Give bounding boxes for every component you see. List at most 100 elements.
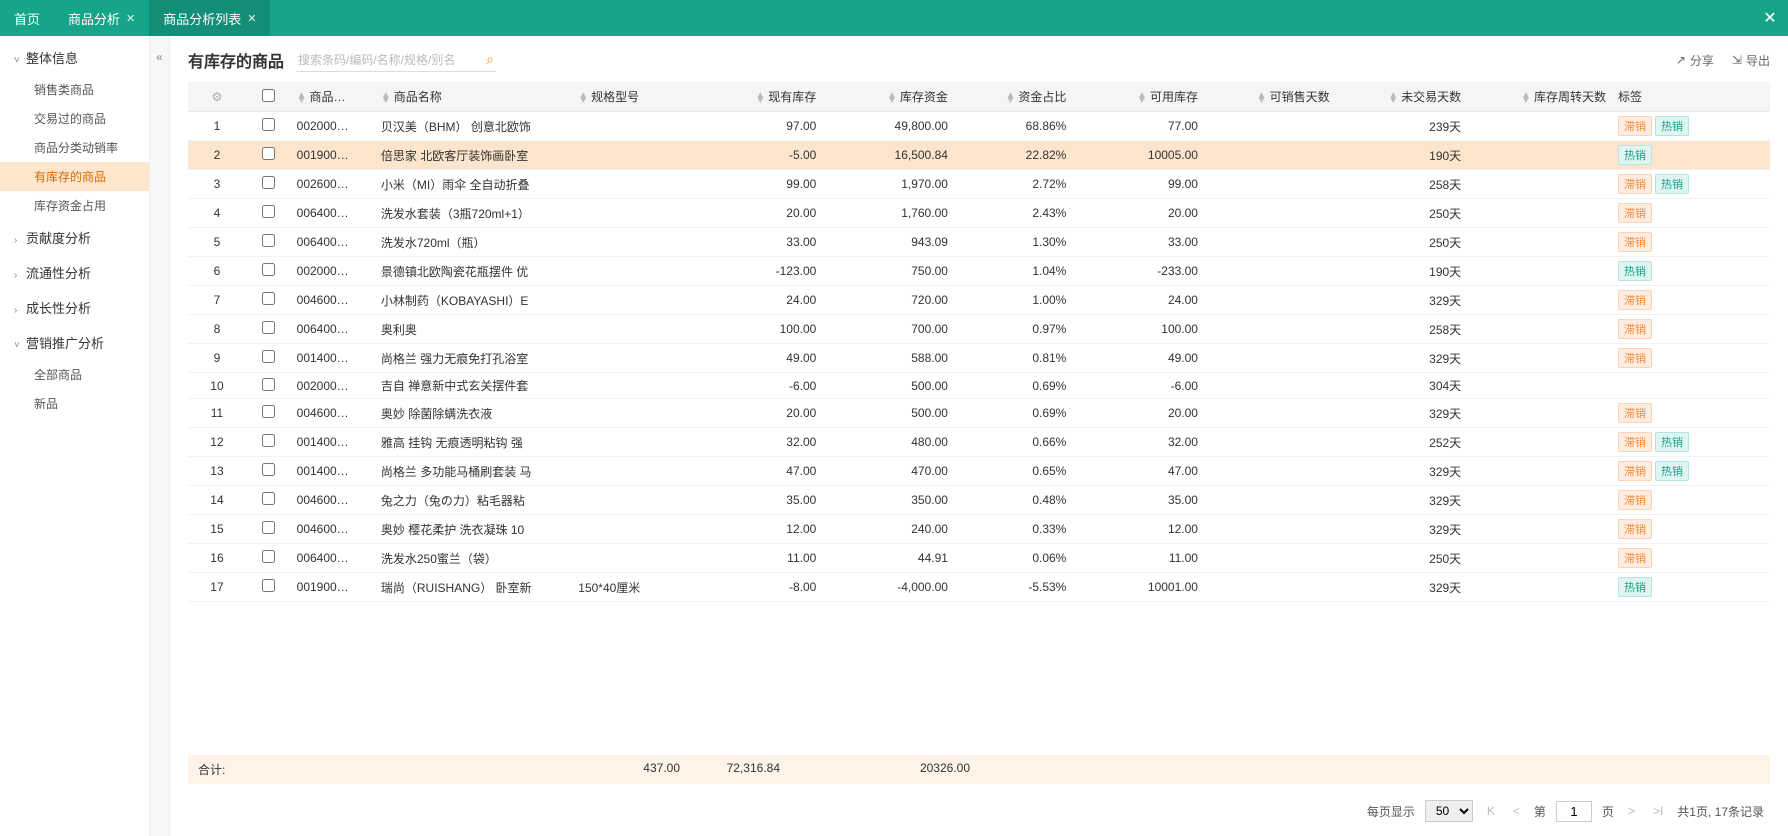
tab-0[interactable]: 首页 (0, 0, 54, 36)
table-row[interactable]: 2001900…倍思家 北欧客厅装饰画卧室-5.0016,500.8422.82… (188, 141, 1770, 170)
table-row[interactable]: 3002600…小米（MI）雨伞 全自动折叠99.001,970.002.72%… (188, 170, 1770, 199)
col-name[interactable]: ▲▼商品名称 (375, 82, 572, 112)
tab-2[interactable]: 商品分析列表✕ (149, 0, 270, 36)
col-funds[interactable]: ▲▼库存资金 (822, 82, 954, 112)
select-all-checkbox[interactable] (262, 89, 275, 102)
last-page-button[interactable]: >I (1649, 804, 1667, 818)
table-row[interactable]: 5006400…洗发水720ml（瓶）33.00943.091.30%33.00… (188, 228, 1770, 257)
chevron-icon: › (14, 270, 24, 281)
export-button[interactable]: ⇲ 导出 (1732, 52, 1770, 69)
table-row[interactable]: 11004600…奥妙 除菌除螨洗衣液20.00500.000.69%20.00… (188, 399, 1770, 428)
cell-check (246, 544, 291, 573)
table-row[interactable]: 14004600…兔之力（兔の力）粘毛器粘35.00350.000.48%35.… (188, 486, 1770, 515)
cell-check (246, 315, 291, 344)
row-checkbox[interactable] (262, 118, 275, 131)
cell-stock: 20.00 (704, 199, 822, 228)
row-checkbox[interactable] (262, 292, 275, 305)
next-page-button[interactable]: > (1624, 804, 1639, 818)
tag-hot: 热销 (1618, 145, 1652, 165)
row-checkbox[interactable] (262, 434, 275, 447)
col-spec[interactable]: ▲▼规格型号 (572, 82, 704, 112)
search-input[interactable] (296, 49, 496, 72)
table-row[interactable]: 4006400…洗发水套装（3瓶720ml+1）20.001,760.002.4… (188, 199, 1770, 228)
sidebar-group[interactable]: ˅营销推广分析 (0, 325, 149, 360)
tag-slow: 滞销 (1618, 174, 1652, 194)
row-checkbox[interactable] (262, 378, 275, 391)
table-row[interactable]: 6002000…景德镇北欧陶瓷花瓶摆件 优-123.00750.001.04%-… (188, 257, 1770, 286)
table-row[interactable]: 17001900…瑞尚（RUISHANG） 卧室新150*40厘米-8.00-4… (188, 573, 1770, 602)
row-checkbox[interactable] (262, 579, 275, 592)
page-number-input[interactable] (1556, 801, 1592, 822)
table-row[interactable]: 10002000…吉自 禅意新中式玄关摆件套-6.00500.000.69%-6… (188, 373, 1770, 399)
sidebar-group[interactable]: ˅整体信息 (0, 40, 149, 75)
sidebar-item[interactable]: 销售类商品 (0, 75, 149, 104)
row-checkbox[interactable] (262, 350, 275, 363)
cell-avail: 12.00 (1072, 515, 1204, 544)
table-row[interactable]: 15004600…奥妙 樱花柔护 洗衣凝珠 1012.00240.000.33%… (188, 515, 1770, 544)
col-ratio[interactable]: ▲▼资金占比 (954, 82, 1072, 112)
row-checkbox[interactable] (262, 405, 275, 418)
cell-funds: 44.91 (822, 544, 954, 573)
cell-turn_d (1467, 170, 1612, 199)
cell-spec (572, 112, 704, 141)
tab-close-icon[interactable]: ✕ (247, 12, 256, 25)
first-page-button[interactable]: K (1483, 804, 1499, 818)
row-checkbox[interactable] (262, 234, 275, 247)
pager-summary: 共1页, 17条记录 (1677, 803, 1764, 820)
sidebar-item[interactable]: 商品分类动销率 (0, 133, 149, 162)
sidebar-group[interactable]: ›流通性分析 (0, 255, 149, 290)
tag-hot: 热销 (1655, 174, 1689, 194)
table-row[interactable]: 12001400…雅高 挂钩 无痕透明粘钩 强32.00480.000.66%3… (188, 428, 1770, 457)
table-row[interactable]: 7004600…小林制药（KOBAYASHI）E24.00720.001.00%… (188, 286, 1770, 315)
row-checkbox[interactable] (262, 205, 275, 218)
sidebar-item[interactable]: 有库存的商品 (0, 162, 149, 191)
col-avail[interactable]: ▲▼可用库存 (1072, 82, 1204, 112)
gear-icon[interactable]: ⚙ (212, 90, 223, 104)
cell-spec (572, 315, 704, 344)
cell-turn_d (1467, 515, 1612, 544)
cell-avail: 99.00 (1072, 170, 1204, 199)
tag-hot: 热销 (1655, 116, 1689, 136)
chevron-icon: ˅ (14, 340, 24, 351)
cell-code: 001900… (291, 573, 375, 602)
col-turn_d[interactable]: ▲▼库存周转天数 (1467, 82, 1612, 112)
col-idle_d[interactable]: ▲▼未交易天数 (1336, 82, 1468, 112)
cell-avail: 20.00 (1072, 199, 1204, 228)
cell-avail: 33.00 (1072, 228, 1204, 257)
row-checkbox[interactable] (262, 463, 275, 476)
sidebar-item[interactable]: 新品 (0, 389, 149, 418)
search-icon[interactable]: ⌕ (486, 51, 494, 68)
col-code[interactable]: ▲▼商品… (291, 82, 375, 112)
close-all-icon[interactable]: ✕ (1752, 0, 1788, 36)
row-checkbox[interactable] (262, 550, 275, 563)
row-checkbox[interactable] (262, 147, 275, 160)
collapse-sidebar-button[interactable]: « (150, 36, 170, 836)
table-row[interactable]: 8006400…奥利奥100.00700.000.97%100.00258天滞销 (188, 315, 1770, 344)
row-checkbox[interactable] (262, 263, 275, 276)
cell-tags: 滞销 (1612, 486, 1770, 515)
row-checkbox[interactable] (262, 521, 275, 534)
cell-ratio: 0.81% (954, 344, 1072, 373)
row-checkbox[interactable] (262, 492, 275, 505)
tab-close-icon[interactable]: ✕ (126, 12, 135, 25)
table-row[interactable]: 13001400…尚格兰 多功能马桶刷套装 马47.00470.000.65%4… (188, 457, 1770, 486)
sidebar-group[interactable]: ›贡献度分析 (0, 220, 149, 255)
prev-page-button[interactable]: < (1509, 804, 1524, 818)
tab-1[interactable]: 商品分析✕ (54, 0, 149, 36)
share-button[interactable]: ↗ 分享 (1676, 52, 1714, 69)
col-stock[interactable]: ▲▼现有库存 (704, 82, 822, 112)
per-page-select[interactable]: 50 (1425, 800, 1473, 822)
sidebar-item[interactable]: 全部商品 (0, 360, 149, 389)
col-sale_d[interactable]: ▲▼可销售天数 (1204, 82, 1336, 112)
sidebar-item[interactable]: 库存资金占用 (0, 191, 149, 220)
table-row[interactable]: 16006400…洗发水250蜜兰（袋）11.0044.910.06%11.00… (188, 544, 1770, 573)
cell-turn_d (1467, 544, 1612, 573)
cell-sale_d (1204, 141, 1336, 170)
cell-tags: 热销 (1612, 257, 1770, 286)
sidebar-group[interactable]: ›成长性分析 (0, 290, 149, 325)
sidebar-item[interactable]: 交易过的商品 (0, 104, 149, 133)
table-row[interactable]: 1002000…贝汉美（BHM） 创意北欧饰97.0049,800.0068.8… (188, 112, 1770, 141)
row-checkbox[interactable] (262, 321, 275, 334)
table-row[interactable]: 9001400…尚格兰 强力无痕免打孔浴室49.00588.000.81%49.… (188, 344, 1770, 373)
row-checkbox[interactable] (262, 176, 275, 189)
